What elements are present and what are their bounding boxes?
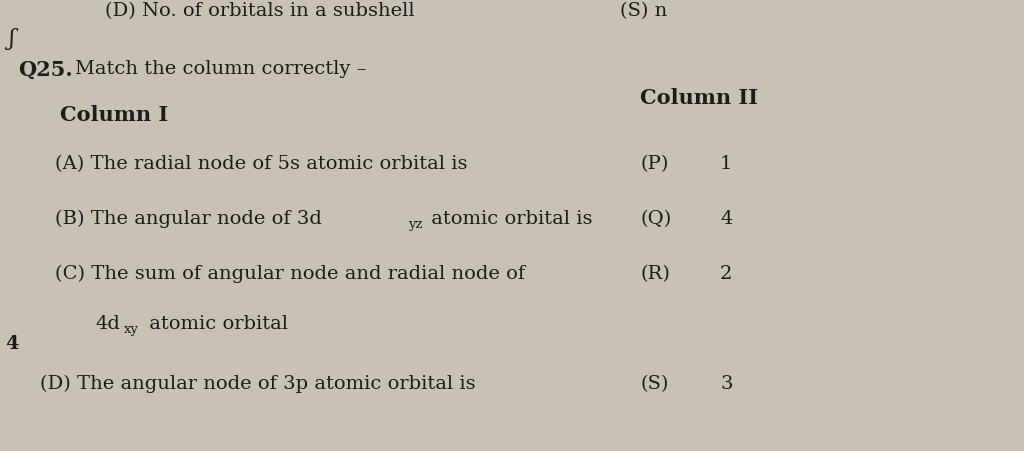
- Text: 4: 4: [720, 210, 732, 228]
- Text: Match the column correctly –: Match the column correctly –: [75, 60, 367, 78]
- Text: xy: xy: [124, 323, 139, 336]
- Text: 4d: 4d: [95, 315, 120, 333]
- Text: (A) The radial node of 5s atomic orbital is: (A) The radial node of 5s atomic orbital…: [55, 155, 468, 173]
- Text: (B) The angular node of 3d: (B) The angular node of 3d: [55, 210, 322, 228]
- Text: (R): (R): [640, 265, 670, 283]
- Text: (S) n: (S) n: [620, 2, 668, 20]
- Text: (P): (P): [640, 155, 669, 173]
- Text: yz: yz: [408, 218, 423, 231]
- Text: 1: 1: [720, 155, 732, 173]
- Text: ʃ: ʃ: [8, 28, 14, 50]
- Text: (D) The angular node of 3p atomic orbital is: (D) The angular node of 3p atomic orbita…: [40, 375, 475, 393]
- Text: (S): (S): [640, 375, 669, 393]
- Text: 4: 4: [5, 335, 18, 353]
- Text: Column II: Column II: [640, 88, 758, 108]
- Text: (D) No. of orbitals in a subshell: (D) No. of orbitals in a subshell: [105, 2, 415, 20]
- Text: atomic orbital is: atomic orbital is: [425, 210, 593, 228]
- Text: (C) The sum of angular node and radial node of: (C) The sum of angular node and radial n…: [55, 265, 525, 283]
- Text: Q25.: Q25.: [18, 60, 73, 80]
- Text: Column I: Column I: [60, 105, 168, 125]
- Text: atomic orbital: atomic orbital: [143, 315, 288, 333]
- Text: (Q): (Q): [640, 210, 672, 228]
- Text: 3: 3: [720, 375, 732, 393]
- Text: 2: 2: [720, 265, 732, 283]
